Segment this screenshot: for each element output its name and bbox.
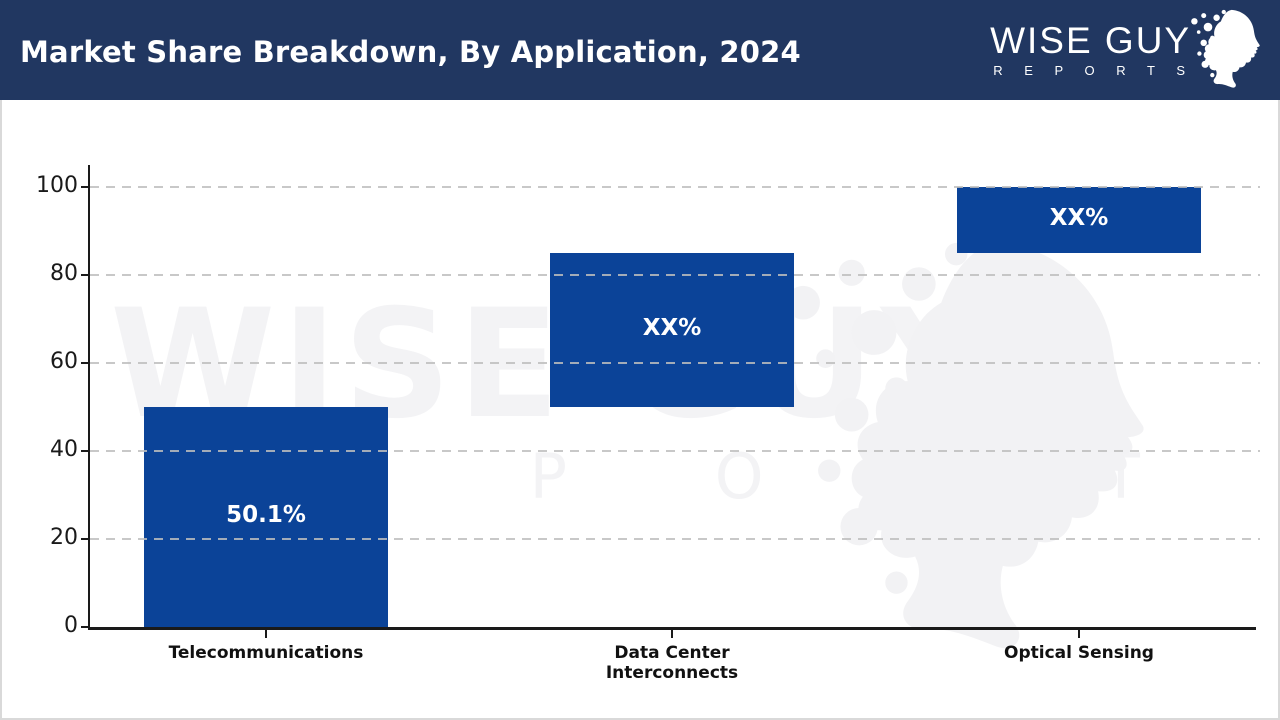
x-tick-0 [265, 630, 267, 638]
y-tick-label-80: 80 [50, 261, 78, 286]
gridline-100 [90, 186, 1260, 188]
gridline-20 [90, 538, 1260, 540]
bar-value-label-2: XX% [1049, 205, 1109, 232]
header-bar: Market Share Breakdown, By Application, … [0, 0, 1280, 100]
y-tick-0 [81, 626, 88, 628]
bar-value-label-1: XX% [642, 314, 702, 341]
logo-subtitle: R E P O R T S [993, 62, 1194, 78]
plot-area: 0 20 40 60 80 100 50.1% XX% XX% Telecommunication… [36, 165, 1260, 683]
gridline-40 [90, 450, 1260, 452]
y-tick-label-20: 20 [50, 525, 78, 550]
wise-guy-logo: WISE GUY R E P O R T S [987, 6, 1266, 94]
y-tick-60 [81, 362, 88, 364]
bar-1: XX% [550, 253, 794, 407]
logo-text: WISE GUY R E P O R T S [987, 20, 1194, 78]
y-tick-80 [81, 274, 88, 276]
x-category-label-0: Telecommunications [168, 643, 364, 663]
y-axis-line [88, 165, 90, 629]
y-tick-20 [81, 538, 88, 540]
x-category-label-1: Data Center Interconnects [605, 643, 739, 684]
gridline-60 [90, 362, 1260, 364]
y-tick-label-60: 60 [50, 349, 78, 374]
x-tick-1 [671, 630, 673, 638]
logo-wordmark: WISE GUY [990, 20, 1192, 62]
x-axis-line [88, 627, 1256, 630]
page-title: Market Share Breakdown, By Application, … [20, 35, 801, 69]
bar-value-label-0: 50.1% [226, 501, 306, 528]
bar-0: 50.1% [144, 406, 388, 627]
gridline-80 [90, 274, 1260, 276]
y-tick-label-100: 100 [36, 173, 78, 198]
x-category-label-2: Optical Sensing [1004, 643, 1154, 663]
chart-canvas: WISE GUY R E P O R T S 0 20 40 60 80 100 50.1%… [0, 100, 1280, 720]
y-tick-100 [81, 186, 88, 188]
head-profile-icon [1191, 9, 1260, 88]
bar-2: XX% [957, 187, 1201, 254]
y-tick-label-0: 0 [64, 613, 78, 638]
x-tick-2 [1078, 630, 1080, 638]
y-tick-40 [81, 450, 88, 452]
y-tick-label-40: 40 [50, 437, 78, 462]
